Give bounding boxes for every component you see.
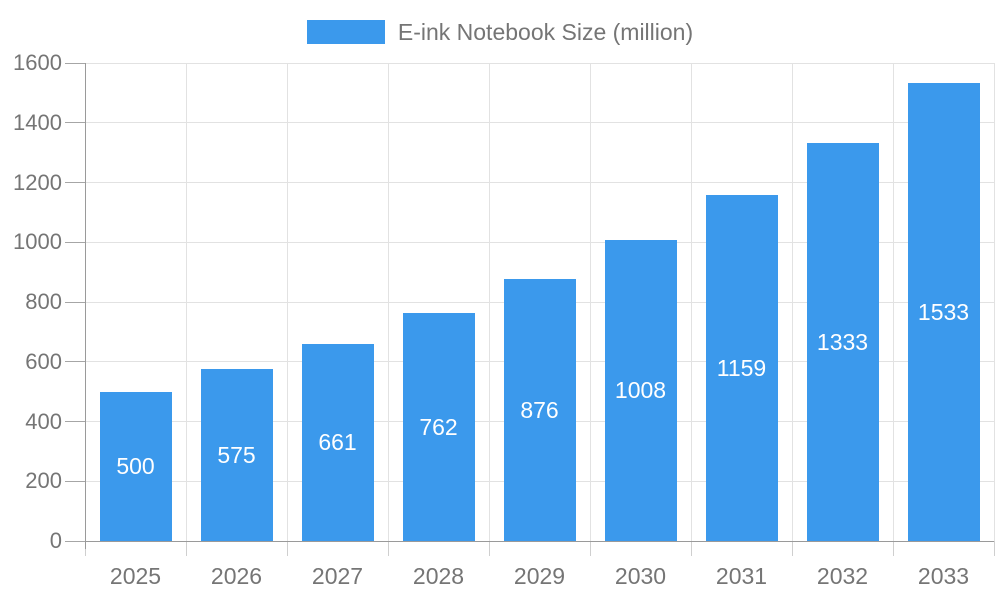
y-axis-tick-label: 0: [49, 528, 62, 553]
bar-2033: 1533: [907, 83, 980, 541]
x-axis-tick-label: 2033: [917, 563, 970, 589]
x-gridline: [387, 63, 389, 541]
y-axis-tick: [65, 122, 85, 124]
x-axis-tick: [286, 541, 288, 556]
y-axis-line: [84, 63, 86, 549]
y-axis-tick: [65, 540, 85, 542]
y-axis-tick-label: 800: [25, 289, 62, 314]
bar-2031: 1159: [705, 194, 778, 541]
bar-value-label: 762: [419, 414, 458, 441]
x-axis-tick-label: 2031: [715, 563, 768, 589]
bar-value-label: 1333: [816, 328, 869, 355]
x-axis-tick-label: 2030: [614, 563, 667, 589]
y-axis-tick: [65, 421, 85, 422]
legend-label: E-ink Notebook Size (million): [397, 18, 694, 45]
bar-2029: 876: [503, 279, 576, 541]
y-axis-tick: [65, 480, 85, 482]
bar-value-label: 575: [217, 442, 256, 469]
x-axis-tick-label: 2025: [109, 563, 162, 589]
bar-2032: 1333: [806, 142, 879, 541]
bar-2025: 500: [99, 391, 172, 541]
y-gridline: [85, 182, 994, 183]
x-axis-tick-label: 2032: [816, 563, 869, 589]
x-axis-tick: [185, 541, 187, 556]
x-axis-tick: [892, 541, 894, 556]
x-gridline: [488, 63, 490, 541]
x-axis-tick: [791, 541, 793, 556]
x-axis-tick: [993, 541, 995, 556]
x-gridline: [993, 63, 995, 541]
x-axis-tick-label: 2029: [513, 563, 566, 589]
y-axis-tick-label: 1200: [13, 169, 62, 195]
y-axis-tick-label: 1600: [13, 50, 62, 75]
y-axis-tick-label: 1400: [13, 109, 62, 135]
x-axis-tick-label: 2028: [412, 563, 465, 589]
y-axis-tick-label: 600: [25, 348, 62, 374]
bar-value-label: 1533: [917, 299, 970, 325]
y-axis-tick: [65, 301, 85, 303]
y-axis-tick: [65, 361, 85, 363]
bar-value-label: 1159: [716, 354, 767, 381]
y-axis-tick: [65, 62, 85, 64]
chart-legend[interactable]: E-ink Notebook Size (million): [0, 17, 1000, 47]
x-axis-tick-label: 2027: [311, 563, 364, 589]
y-gridline: [85, 241, 994, 243]
bar-2028: 762: [402, 313, 475, 541]
y-axis-tick-label: 1000: [13, 229, 62, 255]
x-axis-line: [85, 540, 994, 542]
x-axis-tick-label: 2026: [210, 563, 263, 589]
y-axis-tick: [65, 241, 85, 243]
y-gridline: [85, 122, 994, 124]
x-gridline: [185, 63, 187, 541]
x-gridline: [690, 63, 692, 541]
bar-2030: 1008: [604, 239, 677, 541]
x-gridline: [286, 63, 288, 541]
x-gridline: [892, 63, 894, 541]
bar-value-label: 1008: [614, 377, 667, 404]
bar-value-label: 661: [318, 429, 357, 456]
y-axis-tick-label: 400: [25, 408, 62, 434]
y-gridline: [85, 62, 994, 64]
bar-2026: 575: [200, 369, 273, 541]
y-axis-tick: [65, 182, 85, 183]
legend-swatch-icon: [306, 20, 385, 44]
x-gridline: [791, 63, 793, 541]
x-gridline: [589, 63, 591, 541]
x-axis-tick: [589, 541, 591, 556]
bar-2027: 661: [301, 343, 374, 541]
bar-value-label: 500: [116, 453, 155, 480]
bar-value-label: 876: [520, 397, 559, 424]
x-axis-tick: [488, 541, 490, 556]
y-axis-tick-label: 200: [25, 468, 62, 494]
x-axis-tick: [387, 541, 389, 556]
x-axis-tick: [690, 541, 692, 556]
